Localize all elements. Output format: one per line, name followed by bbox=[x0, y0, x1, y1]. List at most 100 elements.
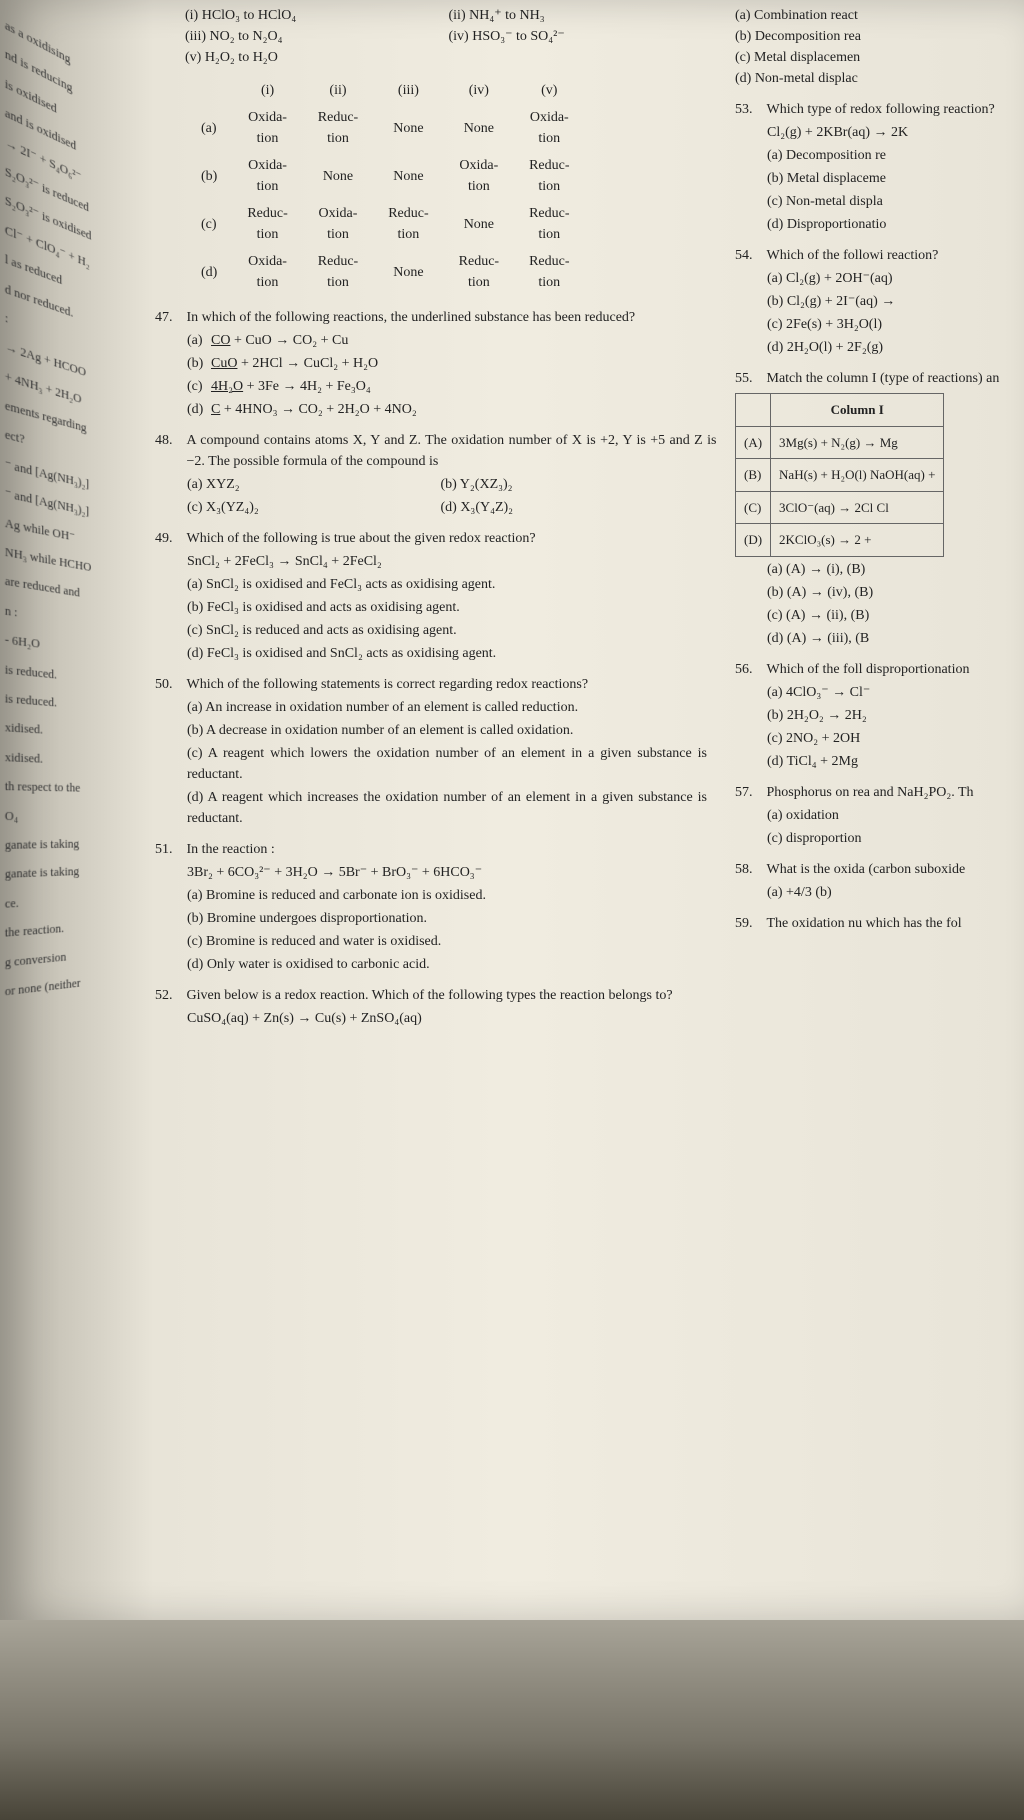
option-a: (a) Combination react bbox=[735, 5, 1020, 26]
fragment: ganate is taking bbox=[5, 858, 136, 885]
option-d: (d) Disproportionatio bbox=[767, 214, 1020, 235]
table-row: (c)Reduc- tionOxida- tionReduc- tionNone… bbox=[187, 201, 584, 247]
fragment: xidised. bbox=[5, 716, 136, 746]
q-text: Which type of redox following reaction? bbox=[767, 99, 1007, 120]
option-a: (a) +4/3 (b) bbox=[767, 882, 1020, 903]
q-number: 58. bbox=[735, 859, 763, 880]
option-d: (d) FeCl₃ is oxidised and SnCl₂ acts as … bbox=[187, 643, 725, 664]
q-text: Phosphorus on rea and NaH₂PO₂. Th bbox=[767, 782, 1007, 803]
option-b: (b) Metal displaceme bbox=[767, 168, 1020, 189]
hdr-cell: (ii) bbox=[304, 78, 372, 103]
q-text: What is the oxida (carbon suboxide bbox=[767, 859, 1007, 880]
table-row: (d)Oxida- tionReduc- tionNoneReduc- tion… bbox=[187, 249, 584, 295]
column-table: Column I (A)3Mg(s) + N₂(g) → Mg (B)NaH(s… bbox=[735, 393, 944, 557]
equation: 3Br₂ + 6CO₃²⁻ + 3H₂O → 5Br⁻ + BrO₃⁻ + 6H… bbox=[187, 862, 725, 883]
question-52: 52. Given below is a redox reaction. Whi… bbox=[155, 985, 725, 1029]
equation: CuSO₄(aq) + Zn(s) → Cu(s) + ZnSO₄(aq) bbox=[187, 1008, 725, 1029]
question-55: 55. Match the column I (type of reaction… bbox=[735, 368, 1020, 649]
fragment: ganate is taking bbox=[5, 832, 136, 856]
option-a: (a) Bromine is reduced and carbonate ion… bbox=[187, 885, 725, 906]
option-d: (d) (A) → (iii), (B bbox=[767, 628, 1020, 649]
q-text: The oxidation nu which has the fol bbox=[767, 913, 1007, 934]
table-row: (A)3Mg(s) + N₂(g) → Mg bbox=[736, 426, 944, 459]
hdr-cell: (iii) bbox=[374, 78, 442, 103]
roman-ii: (ii) NH₄⁺ to NH₃ bbox=[449, 5, 709, 26]
q-number: 57. bbox=[735, 782, 763, 803]
q-number: 50. bbox=[155, 674, 183, 695]
question-50: 50. Which of the following statements is… bbox=[155, 674, 725, 829]
right-column: (a) Combination react (b) Decomposition … bbox=[735, 5, 1020, 944]
option-b: (b) Decomposition rea bbox=[735, 26, 1020, 47]
question-47: 47. In which of the following reactions,… bbox=[155, 307, 725, 420]
hdr-cell: (i) bbox=[233, 78, 301, 103]
q-text: Match the column I (type of reactions) a… bbox=[767, 368, 1007, 389]
roman-i: (i) HClO₃ to HClO₄ bbox=[185, 5, 445, 26]
q-number: 53. bbox=[735, 99, 763, 120]
option-a: (a) An increase in oxidation number of a… bbox=[187, 697, 707, 718]
table-row: (a)Oxida- tionReduc- tionNoneNoneOxida- … bbox=[187, 105, 584, 151]
option-a: (a) (A) → (i), (B) bbox=[767, 559, 1020, 580]
q-number: 48. bbox=[155, 430, 183, 451]
q-text: In the reaction : bbox=[187, 839, 717, 860]
option-c: (c) 2NO₂ + 2OH bbox=[767, 728, 1020, 749]
option-d: (d)C + 4HNO₃ → CO₂ + 2H₂O + 4NO₂ bbox=[187, 399, 725, 420]
option-b: (b) Cl₂(g) + 2I⁻(aq) → bbox=[767, 291, 1020, 312]
question-49: 49. Which of the following is true about… bbox=[155, 528, 725, 664]
option-d: (d) Only water is oxidised to carbonic a… bbox=[187, 954, 725, 975]
option-d: (d) A reagent which increases the oxidat… bbox=[187, 787, 707, 829]
table-row: (b)Oxida- tionNoneNoneOxida- tionReduc- … bbox=[187, 153, 584, 199]
fragment: th respect to the bbox=[5, 774, 136, 799]
option-b: (b)CuO + 2HCl → CuCl₂ + H₂O bbox=[187, 353, 725, 374]
hdr-cell: (v) bbox=[515, 78, 583, 103]
option-c: (c) 2Fe(s) + 3H₂O(l) bbox=[767, 314, 1020, 335]
options-row: (c) X₃(YZ₄)₂ (d) X₃(Y₄Z)₂ bbox=[187, 497, 725, 518]
question-53: 53. Which type of redox following reacti… bbox=[735, 99, 1020, 235]
question-59: 59. The oxidation nu which has the fol bbox=[735, 913, 1020, 934]
option-b: (b) FeCl₃ is oxidised and acts as oxidis… bbox=[187, 597, 725, 618]
option-b: (b) (A) → (iv), (B) bbox=[767, 582, 1020, 603]
option-b: (b) Bromine undergoes disproportionation… bbox=[187, 908, 725, 929]
q-number: 47. bbox=[155, 307, 183, 328]
option-a: (a)CO + CuO → CO₂ + Cu bbox=[187, 330, 725, 351]
hdr-cell bbox=[187, 78, 231, 103]
roman-iii: (iii) NO₂ to N₂O₄ bbox=[185, 26, 445, 47]
bottom-shadow bbox=[0, 1620, 1024, 1820]
q52-options: (a) Combination react (b) Decomposition … bbox=[735, 5, 1020, 89]
q-number: 56. bbox=[735, 659, 763, 680]
question-56: 56. Which of the foll disproportionation… bbox=[735, 659, 1020, 772]
center-column: (i) HClO₃ to HClO₄ (ii) NH₄⁺ to NH₃ (iii… bbox=[155, 5, 725, 1039]
hdr-cell: (iv) bbox=[445, 78, 513, 103]
roman-list: (i) HClO₃ to HClO₄ (ii) NH₄⁺ to NH₃ (iii… bbox=[185, 5, 725, 68]
table-row: (C)3ClO⁻(aq) → 2Cl Cl bbox=[736, 491, 944, 524]
table-row: (D)2KClO₃(s) → 2 + bbox=[736, 524, 944, 557]
q-number: 55. bbox=[735, 368, 763, 389]
option-d: (d) TiCl₄ + 2Mg bbox=[767, 751, 1020, 772]
q-text: In which of the following reactions, the… bbox=[187, 307, 717, 328]
fragment: ce. bbox=[5, 885, 136, 915]
question-48: 48. A compound contains atoms X, Y and Z… bbox=[155, 430, 725, 518]
q-text: A compound contains atoms X, Y and Z. Th… bbox=[187, 430, 717, 472]
equation: SnCl₂ + 2FeCl₃ → SnCl₄ + 2FeCl₂ bbox=[187, 551, 725, 572]
option-c: (c) (A) → (ii), (B) bbox=[767, 605, 1020, 626]
option-b: (b) A decrease in oxidation number of an… bbox=[187, 720, 707, 741]
options-row: (a) XYZ₂ (b) Y₂(XZ₃)₂ bbox=[187, 474, 725, 495]
q-number: 51. bbox=[155, 839, 183, 860]
option-a: (a) SnCl₂ is oxidised and FeCl₃ acts as … bbox=[187, 574, 725, 595]
q-text: Which of the following statements is cor… bbox=[187, 674, 717, 695]
option-table: (i) (ii) (iii) (iv) (v) (a)Oxida- tionRe… bbox=[185, 76, 586, 297]
option-b: (b) 2H₂O₂ → 2H₂ bbox=[767, 705, 1020, 726]
question-58: 58. What is the oxida (carbon suboxide (… bbox=[735, 859, 1020, 903]
roman-v: (v) H₂O₂ to H₂O bbox=[185, 47, 445, 68]
fragment: is reduced. bbox=[5, 686, 136, 719]
q-number: 52. bbox=[155, 985, 183, 1006]
equation: Cl₂(g) + 2KBr(aq) → 2K bbox=[767, 122, 1020, 143]
q-number: 59. bbox=[735, 913, 763, 934]
option-d: (d) 2H₂O(l) + 2F₂(g) bbox=[767, 337, 1020, 358]
question-51: 51. In the reaction : 3Br₂ + 6CO₃²⁻ + 3H… bbox=[155, 839, 725, 975]
option-c: (c) disproportion bbox=[767, 828, 1020, 849]
fragment: O₄ bbox=[5, 804, 136, 827]
option-c: (c)4H₂O + 3Fe → 4H₂ + Fe₃O₄ bbox=[187, 376, 725, 397]
q-text: Which of the following is true about the… bbox=[187, 528, 717, 549]
roman-iv: (iv) HSO₃⁻ to SO₄²⁻ bbox=[449, 26, 709, 47]
table-header-row: (i) (ii) (iii) (iv) (v) bbox=[187, 78, 584, 103]
